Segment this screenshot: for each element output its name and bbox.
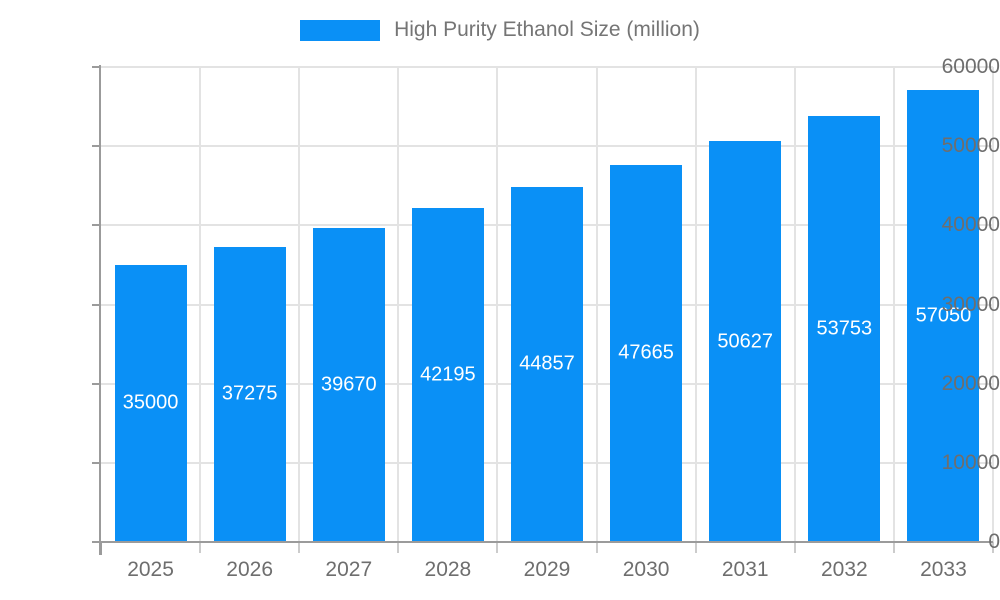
- x-axis-tick-6: [694, 542, 697, 553]
- y-axis-tick-50000: [92, 145, 100, 148]
- x-axis-line: [99, 541, 993, 543]
- y-axis-line: [99, 65, 101, 555]
- legend-label: High Purity Ethanol Size (million): [394, 18, 700, 41]
- bar-value-label-2028: 42195: [420, 363, 476, 386]
- x-axis-tick-9: [992, 542, 994, 553]
- x-tick-label-2028: 2028: [424, 558, 472, 581]
- x-tick-label-2030: 2030: [622, 558, 670, 581]
- y-tick-label-40000: 40000: [941, 213, 1000, 237]
- x-axis-tick-1: [199, 542, 202, 553]
- x-axis-tick-2: [298, 542, 301, 553]
- gridline-v-8: [892, 67, 895, 542]
- bar-2027[interactable]: 39670: [312, 227, 385, 542]
- y-axis-tick-60000: [92, 66, 100, 68]
- legend-swatch: [300, 19, 381, 41]
- x-tick-label-2026: 2026: [226, 558, 274, 581]
- bar-value-label-2033: 57050: [915, 304, 972, 327]
- bar-2028[interactable]: 42195: [411, 207, 484, 542]
- y-axis-tick-40000: [92, 224, 100, 227]
- gridline-v-5: [595, 67, 598, 542]
- x-tick-label-2029: 2029: [523, 558, 571, 581]
- gridline-v-6: [694, 67, 697, 542]
- gridline-v-2: [298, 67, 301, 542]
- bar-value-label-2026: 37275: [221, 382, 278, 405]
- bar-value-label-2029: 44857: [519, 352, 575, 375]
- x-tick-label-2033: 2033: [920, 558, 967, 581]
- y-axis-tick-10000: [92, 461, 100, 464]
- bar-value-label-2031: 50627: [717, 330, 774, 353]
- x-axis-tick-3: [397, 542, 400, 553]
- gridline-v-7: [793, 67, 796, 542]
- legend[interactable]: High Purity Ethanol Size (million): [0, 18, 1000, 42]
- x-axis-tick-8: [892, 542, 895, 553]
- y-tick-label-30000: 30000: [941, 292, 1000, 316]
- x-tick-label-2031: 2031: [721, 558, 769, 581]
- bar-value-label-2025: 35000: [122, 391, 179, 414]
- plot-area: 35000 37275 39670 42195 44857 47665 50627 53753…: [101, 66, 994, 542]
- x-axis-tick-5: [595, 542, 598, 553]
- x-axis-tick-0: [100, 542, 102, 555]
- y-tick-label-0: 0: [988, 530, 1000, 553]
- y-tick-label-60000: 60000: [941, 55, 1000, 78]
- y-axis-tick-30000: [92, 303, 100, 306]
- y-tick-label-20000: 20000: [941, 371, 1000, 395]
- x-tick-label-2025: 2025: [127, 558, 174, 581]
- y-tick-label-50000: 50000: [941, 134, 1000, 158]
- bar-2029[interactable]: 44857: [511, 186, 583, 542]
- bar-2025[interactable]: 35000: [114, 264, 187, 542]
- gridline-v-4: [496, 67, 499, 542]
- bar-value-label-2030: 47665: [618, 341, 674, 364]
- bar-2031[interactable]: 50627: [709, 141, 782, 542]
- bar-2026[interactable]: 37275: [213, 246, 286, 542]
- x-axis-tick-7: [793, 542, 796, 553]
- bar-value-label-2032: 53753: [816, 317, 873, 340]
- x-tick-label-2027: 2027: [325, 558, 373, 581]
- gridline-h-50000: [101, 145, 993, 148]
- bar-2030[interactable]: 47665: [610, 164, 683, 542]
- bar-value-label-2027: 39670: [320, 373, 377, 396]
- y-tick-label-10000: 10000: [941, 450, 1000, 474]
- gridline-v-1: [199, 67, 202, 542]
- y-axis-tick-0: [92, 541, 100, 543]
- gridline-v-9: [992, 67, 994, 542]
- bar-2032[interactable]: 53753: [808, 116, 881, 542]
- gridline-v-3: [397, 67, 400, 542]
- gridline-h-60000: [101, 66, 993, 68]
- x-axis-tick-4: [496, 542, 499, 553]
- bar-2033[interactable]: 57050: [907, 90, 980, 542]
- x-tick-label-2032: 2032: [820, 558, 868, 581]
- y-axis-tick-20000: [92, 382, 100, 385]
